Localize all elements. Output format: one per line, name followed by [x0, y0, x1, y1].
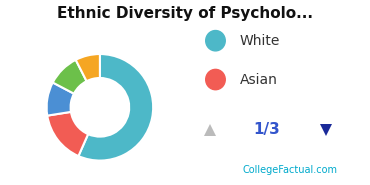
- Circle shape: [206, 31, 225, 51]
- Wedge shape: [78, 54, 153, 161]
- Text: Asian: Asian: [239, 73, 278, 87]
- Text: CollegeFactual.com: CollegeFactual.com: [243, 165, 337, 175]
- Circle shape: [206, 69, 225, 90]
- Text: White: White: [239, 34, 280, 48]
- Text: 1/3: 1/3: [253, 122, 280, 137]
- Wedge shape: [76, 54, 100, 81]
- Wedge shape: [53, 60, 87, 94]
- Text: .6%: .6%: [100, 105, 120, 115]
- Wedge shape: [47, 83, 74, 116]
- Wedge shape: [47, 112, 88, 156]
- Text: Ethnic Diversity of Psycholo...: Ethnic Diversity of Psycholo...: [57, 6, 313, 21]
